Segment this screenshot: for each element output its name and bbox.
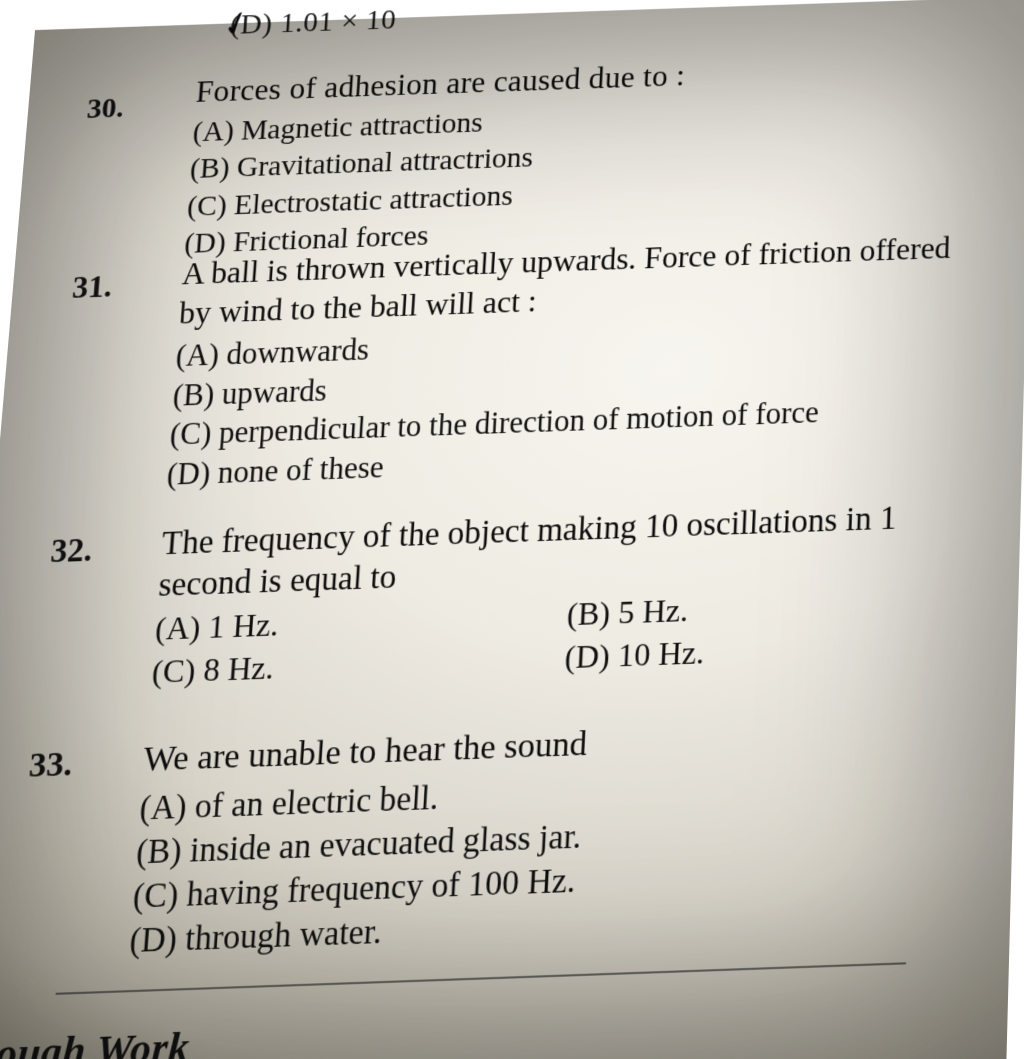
- question-number: 32.: [49, 532, 94, 571]
- previous-question-option-d: ✓ (D) 1.01 × 10: [229, 4, 397, 42]
- question-32: 32. The frequency of the object making 1…: [18, 495, 981, 698]
- question-number: 31.: [71, 268, 114, 306]
- question-number: 30.: [86, 92, 125, 126]
- paper-background: ✓ (D) 1.01 × 10 30. Forces of adhesion a…: [0, 0, 1024, 1059]
- question-33: 33. We are unable to hear the sound (A) …: [0, 709, 975, 969]
- question-number: 33.: [27, 745, 74, 786]
- question-31: 31. A ball is thrown vertically upwards.…: [35, 226, 989, 499]
- page-content: ✓ (D) 1.01 × 10 30. Forces of adhesion a…: [74, 0, 995, 29]
- horizontal-rule: [56, 962, 906, 995]
- question-options: (A) downwards (B) upwards (C) perpendicu…: [166, 308, 987, 494]
- rough-work-heading: Rough Work: [0, 1022, 191, 1059]
- question-options: (A) of an electric bell. (B) inside an e…: [128, 757, 974, 964]
